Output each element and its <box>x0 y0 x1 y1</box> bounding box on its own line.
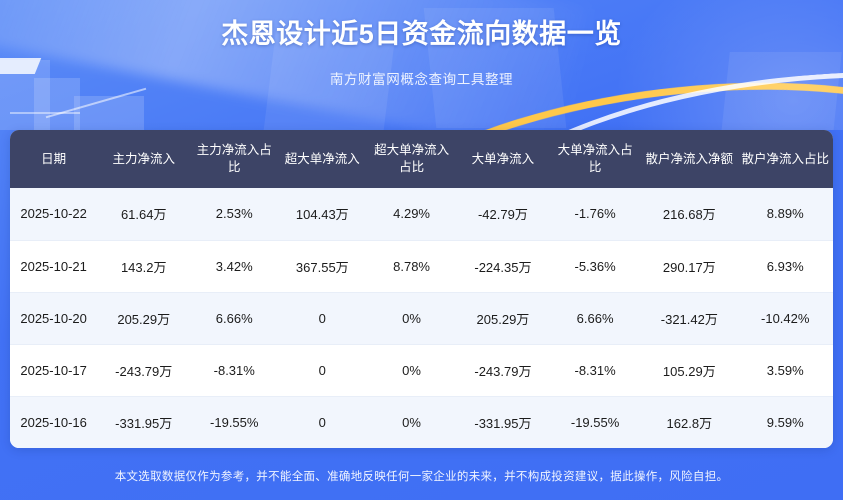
cell-retail-net: 290.17万 <box>641 240 738 293</box>
cell-xl-pct: 8.78% <box>366 240 457 293</box>
column-header-lg-pct: 大单净流入占比 <box>549 130 642 188</box>
cell-main-net: 61.64万 <box>97 188 191 241</box>
cell-retail-pct: 3.59% <box>737 344 833 397</box>
cell-lg-net: -224.35万 <box>456 240 549 293</box>
cell-main-net: -243.79万 <box>97 344 191 397</box>
building-edge-decoration-1 <box>45 87 147 119</box>
table-header: 日期 主力净流入 主力净流入占比 超大单净流入 超大单净流入占比 大单净流入 大… <box>10 130 833 188</box>
cell-lg-pct: -1.76% <box>549 188 642 241</box>
column-header-xl-net: 超大单净流入 <box>278 130 367 188</box>
cell-retail-pct: -10.42% <box>737 292 833 345</box>
column-header-retail-pct: 散户净流入占比 <box>737 130 833 188</box>
cell-date: 2025-10-17 <box>10 344 98 397</box>
cell-main-pct: 2.53% <box>190 188 279 241</box>
cell-retail-pct: 9.59% <box>737 396 833 448</box>
column-header-main-net: 主力净流入 <box>97 130 191 188</box>
cell-lg-pct: -8.31% <box>549 344 642 397</box>
cell-xl-net: 367.55万 <box>278 240 367 293</box>
footer-disclaimer: 本文选取数据仅作为参考，并不能全面、准确地反映任何一家企业的未来，并不构成投资建… <box>114 471 729 483</box>
cell-xl-net: 0 <box>278 292 367 345</box>
cell-lg-net: -42.79万 <box>456 188 549 241</box>
column-header-date: 日期 <box>10 130 98 188</box>
cell-xl-net: 104.43万 <box>278 188 367 241</box>
cell-retail-net: -321.42万 <box>641 292 738 345</box>
cell-retail-pct: 6.93% <box>737 240 833 293</box>
column-header-main-pct: 主力净流入占比 <box>190 130 279 188</box>
cell-xl-pct: 0% <box>366 344 457 397</box>
cell-xl-pct: 0% <box>366 396 457 448</box>
cell-main-pct: 6.66% <box>190 292 279 345</box>
cell-xl-net: 0 <box>278 344 367 397</box>
building-block-decoration-3 <box>74 96 144 130</box>
cell-lg-net: -331.95万 <box>456 396 549 448</box>
cell-xl-pct: 4.29% <box>366 188 457 241</box>
table-header-row: 日期 主力净流入 主力净流入占比 超大单净流入 超大单净流入占比 大单净流入 大… <box>10 130 833 188</box>
cell-main-net: -331.95万 <box>97 396 191 448</box>
cell-lg-pct: -19.55% <box>549 396 642 448</box>
table-row: 2025-10-21 143.2万 3.42% 367.55万 8.78% -2… <box>10 240 833 293</box>
fund-flow-table: 日期 主力净流入 主力净流入占比 超大单净流入 超大单净流入占比 大单净流入 大… <box>10 130 833 448</box>
cell-lg-pct: -5.36% <box>549 240 642 293</box>
cell-date: 2025-10-16 <box>10 396 98 448</box>
cell-main-net: 205.29万 <box>97 292 191 345</box>
cell-xl-pct: 0% <box>366 292 457 345</box>
cell-date: 2025-10-21 <box>10 240 98 293</box>
cell-retail-net: 162.8万 <box>641 396 738 448</box>
cell-lg-net: -243.79万 <box>456 344 549 397</box>
column-header-lg-net: 大单净流入 <box>456 130 549 188</box>
cell-date: 2025-10-22 <box>10 188 98 241</box>
page-banner: 杰恩设计近5日资金流向数据一览 南方财富网概念查询工具整理 <box>0 0 843 130</box>
page-title: 杰恩设计近5日资金流向数据一览 <box>221 19 622 49</box>
cell-lg-net: 205.29万 <box>456 292 549 345</box>
column-header-xl-pct: 超大单净流入占比 <box>366 130 457 188</box>
table-row: 2025-10-20 205.29万 6.66% 0 0% 205.29万 6.… <box>10 292 833 345</box>
building-edge-decoration-2 <box>10 112 80 114</box>
cell-retail-net: 105.29万 <box>641 344 738 397</box>
cell-date: 2025-10-20 <box>10 292 98 345</box>
column-header-retail-net: 散户净流入净额 <box>641 130 738 188</box>
cell-xl-net: 0 <box>278 396 367 448</box>
cell-main-pct: -19.55% <box>190 396 279 448</box>
cell-retail-net: 216.68万 <box>641 188 738 241</box>
page-subtitle: 南方财富网概念查询工具整理 <box>329 71 514 87</box>
cell-main-net: 143.2万 <box>97 240 191 293</box>
table-row: 2025-10-16 -331.95万 -19.55% 0 0% -331.95… <box>10 396 833 448</box>
banner-text-block: 杰恩设计近5日资金流向数据一览 南方财富网概念查询工具整理 <box>0 0 843 88</box>
cell-main-pct: 3.42% <box>190 240 279 293</box>
cell-lg-pct: 6.66% <box>549 292 642 345</box>
cell-main-pct: -8.31% <box>190 344 279 397</box>
table-row: 2025-10-17 -243.79万 -8.31% 0 0% -243.79万… <box>10 344 833 397</box>
cell-retail-pct: 8.89% <box>737 188 833 241</box>
table-body: 2025-10-22 61.64万 2.53% 104.43万 4.29% -4… <box>10 188 833 448</box>
table-row: 2025-10-22 61.64万 2.53% 104.43万 4.29% -4… <box>10 188 833 241</box>
fund-flow-table-card: 日期 主力净流入 主力净流入占比 超大单净流入 超大单净流入占比 大单净流入 大… <box>10 130 833 448</box>
